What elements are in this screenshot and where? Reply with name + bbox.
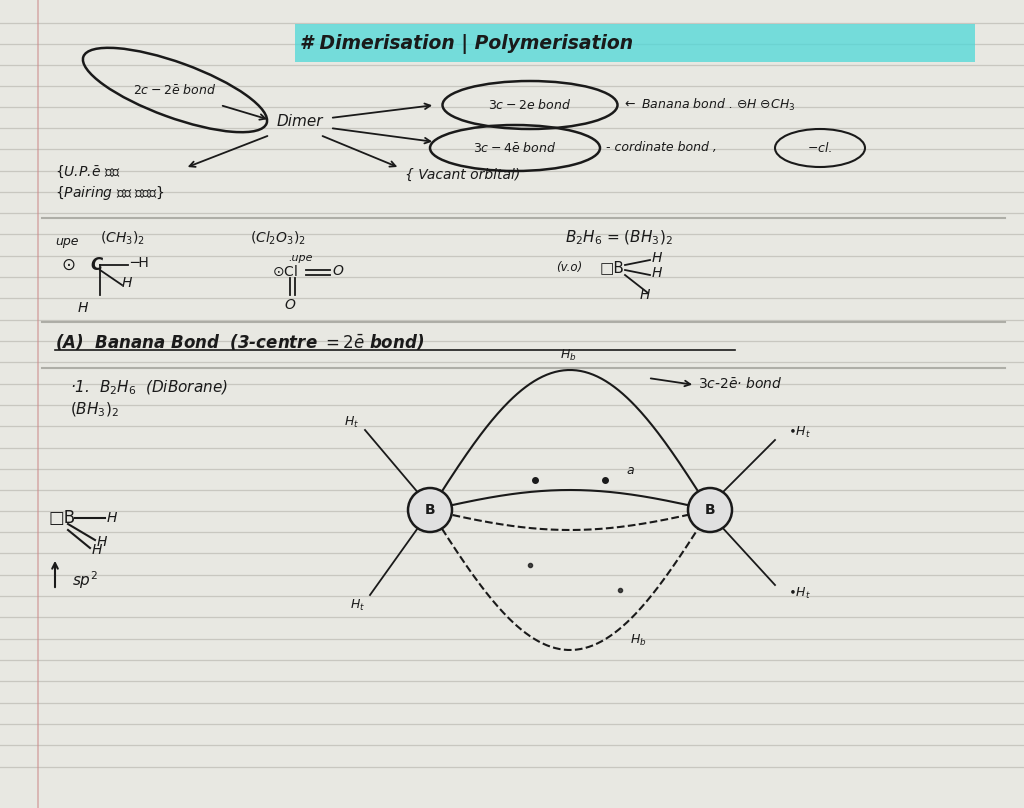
Text: $(BH_3)_2$: $(BH_3)_2$: [70, 401, 119, 419]
Text: H: H: [640, 288, 650, 302]
Text: O: O: [284, 298, 295, 312]
Text: $H_t$: $H_t$: [344, 415, 359, 430]
Text: H: H: [652, 251, 663, 265]
Text: $2c-2\bar{e}$ bond: $2c-2\bar{e}$ bond: [133, 83, 217, 97]
Text: ·1.  $B_2H_6$  (DiBorane): ·1. $B_2H_6$ (DiBorane): [70, 379, 228, 398]
Text: B: B: [705, 503, 716, 517]
Text: $H_b$: $H_b$: [630, 633, 646, 647]
Text: H: H: [92, 543, 102, 557]
Text: H: H: [78, 301, 88, 315]
Text: $(CH_3)_2$: $(CH_3)_2$: [100, 229, 144, 246]
Text: C: C: [90, 256, 102, 274]
Text: $-cl.$: $-cl.$: [807, 141, 833, 155]
Text: $H_t$: $H_t$: [350, 597, 366, 612]
Text: □B: □B: [48, 509, 75, 527]
Text: { Vacant orbital): { Vacant orbital): [406, 168, 520, 182]
Text: a: a: [627, 464, 634, 477]
Text: ─H: ─H: [130, 256, 148, 270]
Text: (A)  Banana Bond  (3-centre $= 2\bar{e}$ bond): (A) Banana Bond (3-centre $= 2\bar{e}$ b…: [55, 332, 424, 352]
FancyBboxPatch shape: [295, 24, 975, 62]
Text: $\bullet H_t$: $\bullet H_t$: [788, 586, 811, 600]
Text: $3c-4\bar{e}$ bond: $3c-4\bar{e}$ bond: [473, 141, 557, 155]
Text: $(Cl_2O_3)_2$: $(Cl_2O_3)_2$: [250, 229, 306, 246]
Text: Dimer: Dimer: [276, 115, 324, 129]
Text: $sp^2$: $sp^2$: [72, 569, 98, 591]
Text: - cordinate bond ,: - cordinate bond ,: [606, 141, 717, 154]
Text: $\{$Pairing के लिए$\}$: $\{$Pairing के लिए$\}$: [55, 184, 164, 202]
Text: .upe: .upe: [288, 253, 312, 263]
Text: # Dimerisation | Polymerisation: # Dimerisation | Polymerisation: [300, 34, 633, 54]
Text: O: O: [332, 264, 343, 278]
Text: $B_2H_6$ = $(BH_3)_2$: $B_2H_6$ = $(BH_3)_2$: [565, 229, 673, 247]
Text: H: H: [97, 535, 108, 549]
Text: $\{$U.P.$\bar{e}$ के: $\{$U.P.$\bar{e}$ के: [55, 164, 121, 180]
Text: H: H: [122, 276, 132, 290]
Text: $3c-2e$ bond: $3c-2e$ bond: [488, 98, 571, 112]
Text: B: B: [425, 503, 435, 517]
Text: $\bullet H_t$: $\bullet H_t$: [788, 424, 811, 440]
Text: $\leftarrow$ Banana bond . $\ominus$H $\ominus$CH$_3$: $\leftarrow$ Banana bond . $\ominus$H $\…: [622, 97, 796, 113]
Text: □B: □B: [600, 260, 625, 276]
Text: $\odot$: $\odot$: [60, 256, 75, 274]
Text: $H_b$: $H_b$: [560, 347, 577, 363]
Text: H: H: [652, 266, 663, 280]
Text: $3c$-$2\bar{e}$· bond: $3c$-$2\bar{e}$· bond: [698, 377, 782, 392]
Circle shape: [408, 488, 452, 532]
Circle shape: [688, 488, 732, 532]
Text: H: H: [106, 511, 118, 525]
Text: upe: upe: [55, 235, 79, 249]
Text: $\odot$Cl: $\odot$Cl: [272, 265, 298, 279]
Text: (v.o): (v.o): [556, 262, 583, 275]
